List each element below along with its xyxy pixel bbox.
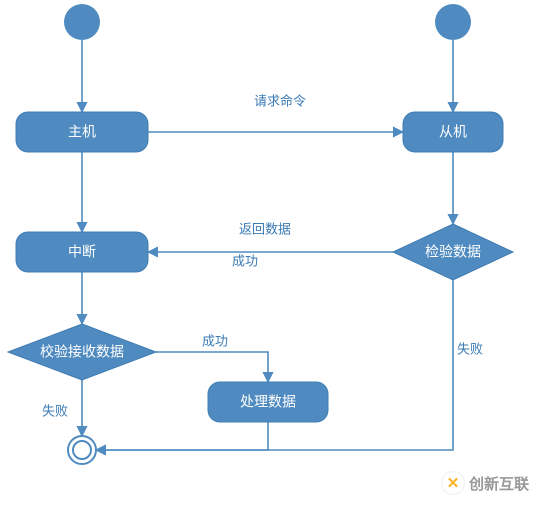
edge-e11	[96, 422, 268, 450]
watermark-icon: ✕	[441, 471, 465, 495]
watermark-text: 创新互联	[469, 473, 529, 494]
edge-e10	[96, 280, 453, 450]
node-verify_l: 校验接收数据	[8, 324, 156, 380]
edge-label-e9: 失败	[42, 403, 68, 418]
flowchart-canvas: 请求命令成功返回数据成功失败失败主机从机中断检验数据校验接收数据处理数据	[0, 0, 539, 505]
node-interrupt: 中断	[16, 232, 148, 272]
node-label-verify_l: 校验接收数据	[40, 344, 124, 360]
node-label-slave: 从机	[439, 124, 467, 140]
node-label-verify_r: 检验数据	[425, 244, 481, 260]
node-host: 主机	[16, 112, 148, 152]
node-label-process: 处理数据	[240, 394, 296, 410]
node-process: 处理数据	[208, 382, 328, 422]
node-verify_r: 检验数据	[393, 224, 513, 280]
watermark: ✕ 创新互联	[441, 471, 529, 495]
edge-label-top-e6: 返回数据	[239, 221, 291, 236]
node-label-interrupt: 中断	[68, 244, 96, 260]
edge-label-e3: 请求命令	[254, 93, 306, 108]
node-start_right	[435, 4, 471, 40]
edge-e8	[156, 352, 268, 382]
node-end	[68, 436, 96, 464]
node-start_left	[64, 4, 100, 40]
node-label-host: 主机	[68, 124, 96, 140]
edge-label-e6: 成功	[232, 253, 258, 268]
node-slave: 从机	[403, 112, 503, 152]
edge-label-e8: 成功	[202, 333, 228, 348]
edge-label-e10: 失败	[457, 341, 483, 356]
